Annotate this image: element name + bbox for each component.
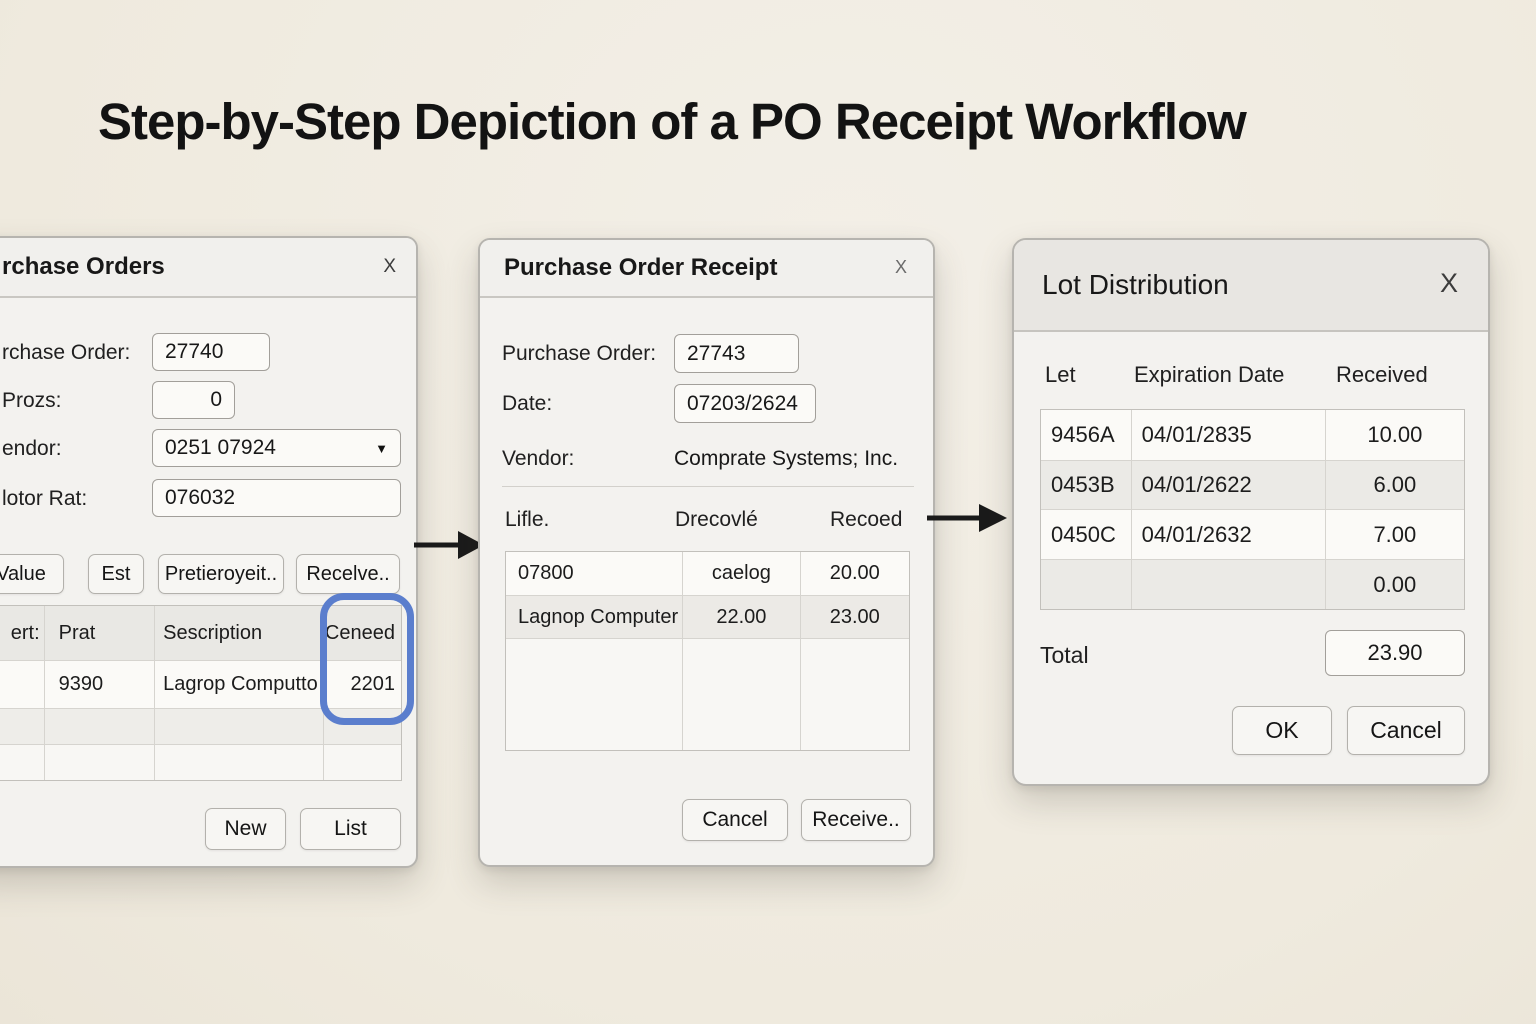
cell [799,639,909,750]
list-button[interactable]: List [300,808,401,850]
vendor-label: Vendor: [502,447,575,470]
vendor-label: endor: [2,437,62,460]
date-label: Date: [502,392,553,415]
table-row[interactable]: 07800 caelog 20.00 [506,552,909,595]
received-col-header: Drecovlé [675,508,758,531]
cell [0,661,44,708]
total-label: Total [1040,642,1089,668]
cell [682,639,799,750]
purchase-order-receipt-dialog: Purchase Order Receipt X Purchase Order:… [478,238,935,867]
ok-button[interactable]: OK [1232,706,1332,755]
proc-input[interactable] [152,381,235,419]
divider [502,486,914,487]
cell [1130,560,1325,609]
cell: 9456A [1051,422,1115,447]
receive-button[interactable]: Receive.. [801,799,911,841]
cell: Lagnop Computer [518,605,679,628]
table-row[interactable] [0,744,401,780]
flow-arrow-icon [927,504,1007,532]
po-number-label: Purchase Order: [502,342,657,365]
chevron-down-icon: ▼ [375,440,388,456]
lot-distribution-dialog: Lot Distribution X Let Expiration Date R… [1012,238,1490,786]
cancel-button[interactable]: Cancel [682,799,788,841]
lot-col-header: Let [1045,362,1076,387]
expiration-col-header: Expiration Date [1134,362,1285,387]
po-number-input[interactable] [674,334,799,373]
cancel-button[interactable]: Cancel [1347,706,1465,755]
motor-rat-label: lotor Rat: [2,487,88,510]
table-row[interactable]: 0.00 [1041,559,1464,609]
cell: 9390 [43,661,155,708]
close-icon[interactable]: X [383,256,396,277]
vendor-combobox[interactable]: 0251 07924 ▼ [152,429,401,467]
cell [323,709,401,744]
table-row[interactable]: 0453B 04/01/2622 6.00 [1041,460,1464,509]
highlight-ring-received-column [320,593,414,725]
purchase-orders-title: rchase Orders [2,253,165,280]
table-row[interactable]: Lagnop Computer 22.00 23.00 [506,595,909,638]
cell: 0.00 [1324,560,1464,609]
po-number-input[interactable] [152,333,270,371]
table-row[interactable] [506,638,909,750]
cell: 6.00 [1324,461,1464,509]
lot-distribution-titlebar: Lot Distribution X [1014,240,1488,332]
cell: 04/01/2835 [1130,410,1325,460]
cell: 23.00 [799,596,909,638]
close-icon[interactable]: X [894,257,907,277]
page-title: Step-by-Step Depiction of a PO Receipt W… [98,93,1247,150]
cell: 7.00 [1324,510,1464,559]
received-col-header: Received [1336,362,1428,387]
lot-distribution-title: Lot Distribution [1042,269,1229,300]
vendor-combobox-value: 0251 07924 [165,436,276,459]
cell: caelog [682,552,799,595]
cell: 10.00 [1324,410,1464,460]
value-button[interactable]: Value [0,554,64,594]
date-input[interactable] [674,384,816,423]
cell: Lagrop Computto [154,661,323,708]
col-header: Prat [43,606,155,660]
po-receipt-titlebar: Purchase Order Receipt X [480,240,933,298]
motor-rat-input[interactable] [152,479,401,517]
purchase-orders-dialog: rchase Orders X rchase Order: Prozs: end… [0,236,418,868]
cell: 07800 [518,562,574,584]
cell [506,639,682,750]
cell [1041,560,1131,609]
est-button[interactable]: Est [88,554,144,594]
proc-label: Prozs: [2,389,62,412]
new-button[interactable]: New [205,808,286,850]
receipt-lines-table: 07800 caelog 20.00 Lagnop Computer 22.00… [505,551,910,751]
po-lines-table: ert: Prat Sescription Ceneed 9390 Lagrop… [0,605,402,781]
cell: 04/01/2632 [1130,510,1325,559]
lot-distribution-table: 9456A 04/01/2835 10.00 0453B 04/01/2622 … [1040,409,1465,610]
purchase-orders-titlebar: rchase Orders X [0,238,416,298]
receive-button[interactable]: Recelve.. [296,554,400,594]
flow-arrow-icon [414,531,484,559]
cell [0,745,44,780]
cell [0,709,44,744]
table-row[interactable]: 0450C 04/01/2632 7.00 [1041,509,1464,559]
cell: 20.00 [799,552,909,595]
cell: 04/01/2622 [1130,461,1325,509]
table-row[interactable]: 9390 Lagrop Computto 2201 [0,660,401,708]
cell [43,709,154,744]
table-row[interactable]: 9456A 04/01/2835 10.00 [1041,410,1464,460]
col-header: Sescription [154,606,323,660]
po-number-label: rchase Order: [2,341,131,364]
col-header: ert: [10,621,40,644]
close-icon[interactable]: X [1439,268,1458,298]
cell [154,745,323,780]
cell [323,745,401,780]
cell [154,709,323,744]
recoed-col-header: Recoed [830,508,903,531]
po-receipt-title: Purchase Order Receipt [504,254,778,281]
cell: 0453B [1051,472,1115,497]
cell: 0450C [1051,521,1116,547]
total-input[interactable] [1325,630,1465,676]
line-col-header: Lifle. [505,508,550,531]
pret-button[interactable]: Pretieroyeit.. [158,554,284,594]
cell [43,745,154,780]
cell: 22.00 [682,596,799,638]
vendor-value: Comprate Systems; Inc. [674,447,899,470]
